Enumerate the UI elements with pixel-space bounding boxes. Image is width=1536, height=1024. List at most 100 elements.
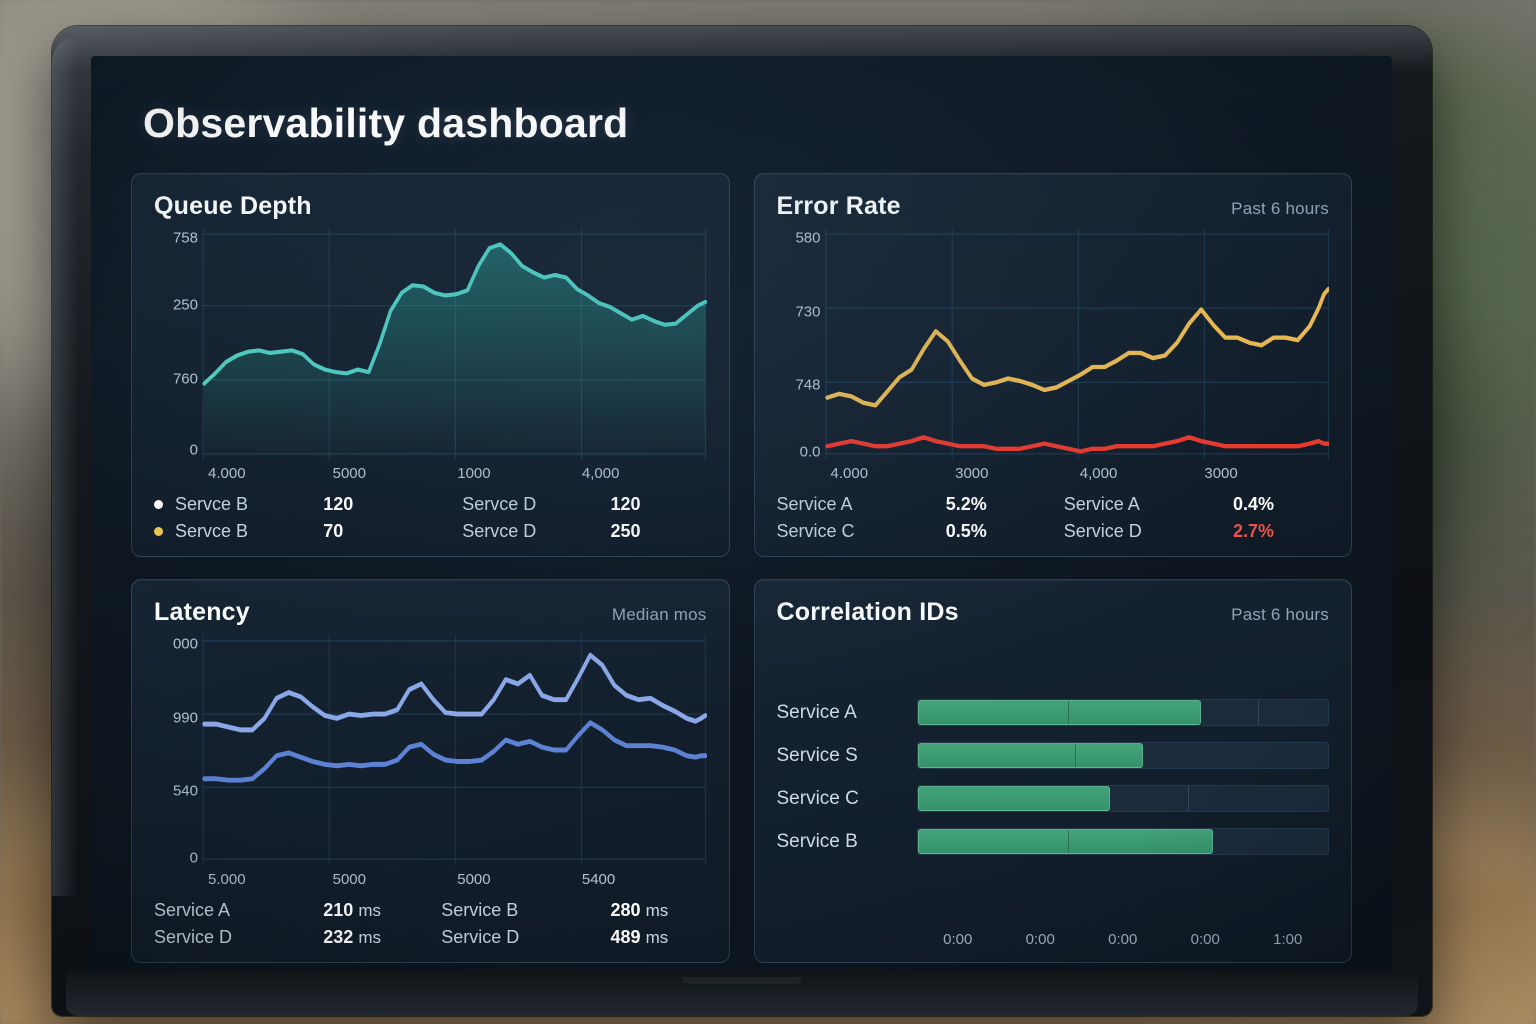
legend-value: 489 ms <box>611 927 707 948</box>
y-tick: 990 <box>172 709 198 727</box>
legend-value: 5.2% <box>945 494 987 514</box>
bar-track <box>916 828 1329 855</box>
legend-value: 232 ms <box>323 927 419 948</box>
track-divider <box>1258 700 1260 725</box>
card-header: Error Rate Past 6 hours <box>777 192 1330 221</box>
legend-item[interactable]: Service C 0.5% <box>777 521 1042 542</box>
legend-number: 210 <box>323 900 354 920</box>
legend-label: Service D <box>1063 521 1142 541</box>
legend-value: 70 <box>323 521 344 541</box>
x-tick: 0:00 <box>1025 931 1055 948</box>
legend-label: Servce D <box>462 494 537 514</box>
bar-track <box>916 742 1329 769</box>
legend-label: Servce B <box>175 494 249 514</box>
legend-item[interactable]: Service A 0.4% <box>1064 494 1329 515</box>
legend-label: Service D <box>441 927 520 947</box>
laptop: Observability dashboard Queue Depth 758 … <box>52 26 1432 1016</box>
legend-item[interactable]: Service D 232 ms <box>154 927 419 948</box>
card-title-correlation-ids: Correlation IDs <box>776 598 959 626</box>
bar-row[interactable]: Service A <box>776 699 1329 726</box>
laptop-base <box>66 970 1418 1016</box>
latency-svg <box>202 635 707 865</box>
legend-number: 232 <box>323 927 354 947</box>
error-rate-line-service-a <box>824 286 1329 408</box>
error-rate-y-axis: 580 730 748 0.0 <box>777 229 825 461</box>
card-latency[interactable]: Latency Median mos 000 990 540 0 <box>131 579 730 963</box>
bar-track <box>916 699 1329 726</box>
error-rate-svg <box>824 229 1329 459</box>
fill-divider <box>1068 830 1070 853</box>
legend-item[interactable]: Service B 280 ms <box>441 900 706 921</box>
laptop-lid-notch <box>682 977 802 984</box>
legend-item[interactable]: Servce B 70 <box>154 521 419 542</box>
x-tick: 0:00 <box>1190 931 1220 948</box>
legend-item[interactable]: Servce D 120 <box>441 494 706 515</box>
queue-depth-line <box>202 242 707 386</box>
legend-item[interactable]: Service A 210 ms <box>154 900 419 921</box>
error-rate-x-axis: 4.000 3000 4,000 3000 <box>825 459 1330 482</box>
legend-value: 2.7% <box>1233 521 1275 541</box>
legend-value: 210 ms <box>323 900 419 921</box>
x-tick: 5400 <box>581 871 616 888</box>
x-tick: 4,000 <box>1079 465 1118 482</box>
error-rate-legend: Service A 5.2% Service A 0.4% Service C … <box>777 494 1330 542</box>
fill-divider <box>1075 744 1077 767</box>
latency-plot-area: 000 990 540 0 <box>154 635 707 867</box>
error-rate-chart[interactable] <box>824 229 1329 459</box>
legend-item[interactable]: Servce D 250 <box>441 521 706 542</box>
gridlines <box>824 229 1329 459</box>
legend-item[interactable]: Service A 5.2% <box>777 494 1042 515</box>
x-tick: 3000 <box>1204 465 1238 482</box>
bar-row[interactable]: Service B <box>777 828 1329 855</box>
queue-depth-plot-area: 758 250 760 0 <box>154 229 707 459</box>
x-tick: 1000 <box>457 465 491 482</box>
track-divider <box>1188 786 1190 811</box>
legend-label: Servce B <box>175 521 249 541</box>
legend-value: 280 ms <box>611 900 707 921</box>
legend-item[interactable]: Service D 2.7% <box>1064 521 1329 542</box>
correlation-x-axis: 0:00 0:00 0:00 0:00 1:00 <box>917 919 1330 948</box>
bar-label: Service S <box>776 744 858 766</box>
fill-divider <box>1067 701 1069 724</box>
bar-label: Service A <box>776 701 857 723</box>
legend-number: 280 <box>610 900 641 920</box>
legend-item[interactable]: Servce B 120 <box>154 494 419 515</box>
bar-fill <box>917 700 1201 725</box>
bar-row[interactable]: Service C <box>777 785 1329 812</box>
card-subtitle-error-rate: Past 6 hours <box>1231 199 1329 218</box>
bar-row[interactable]: Service S <box>776 742 1329 769</box>
series-dot-icon <box>154 500 163 509</box>
latency-chart[interactable] <box>202 635 707 865</box>
x-tick: 5000 <box>332 871 366 888</box>
card-queue-depth[interactable]: Queue Depth 758 250 760 0 <box>131 173 730 557</box>
series-dot-icon <box>154 527 163 536</box>
laptop-screen: Observability dashboard Queue Depth 758 … <box>91 56 1392 970</box>
legend-label: Service C <box>776 521 855 541</box>
x-tick: 5000 <box>457 871 491 888</box>
card-title-latency: Latency <box>154 598 250 626</box>
gridlines <box>202 635 707 865</box>
queue-depth-chart[interactable] <box>202 229 707 459</box>
error-rate-plot-area: 580 730 748 0.0 <box>777 229 1329 461</box>
y-tick: 748 <box>795 376 821 394</box>
y-tick: 0 <box>189 441 198 459</box>
x-tick: 4,000 <box>581 465 620 482</box>
x-tick: 0:00 <box>943 931 973 948</box>
card-header: Latency Median mos <box>154 598 707 627</box>
legend-value: 0.5% <box>945 521 987 541</box>
latency-line-high <box>202 652 707 733</box>
card-title-queue-depth: Queue Depth <box>154 192 312 220</box>
card-correlation-ids[interactable]: Correlation IDs Past 6 hours Service A <box>753 579 1352 963</box>
y-tick: 758 <box>172 229 198 247</box>
x-tick: 0:00 <box>1108 931 1138 948</box>
legend-unit: ms <box>358 928 381 947</box>
x-tick: 5000 <box>332 465 366 482</box>
legend-item[interactable]: Service D 489 ms <box>441 927 706 948</box>
bar-track <box>916 785 1329 812</box>
y-tick: 760 <box>172 370 198 387</box>
observability-dashboard: Observability dashboard Queue Depth 758 … <box>91 56 1392 970</box>
queue-depth-svg <box>202 229 707 459</box>
legend-value: 0.4% <box>1233 494 1275 514</box>
x-tick: 1:00 <box>1273 931 1303 948</box>
card-error-rate[interactable]: Error Rate Past 6 hours 580 730 748 0.0 <box>753 173 1352 557</box>
